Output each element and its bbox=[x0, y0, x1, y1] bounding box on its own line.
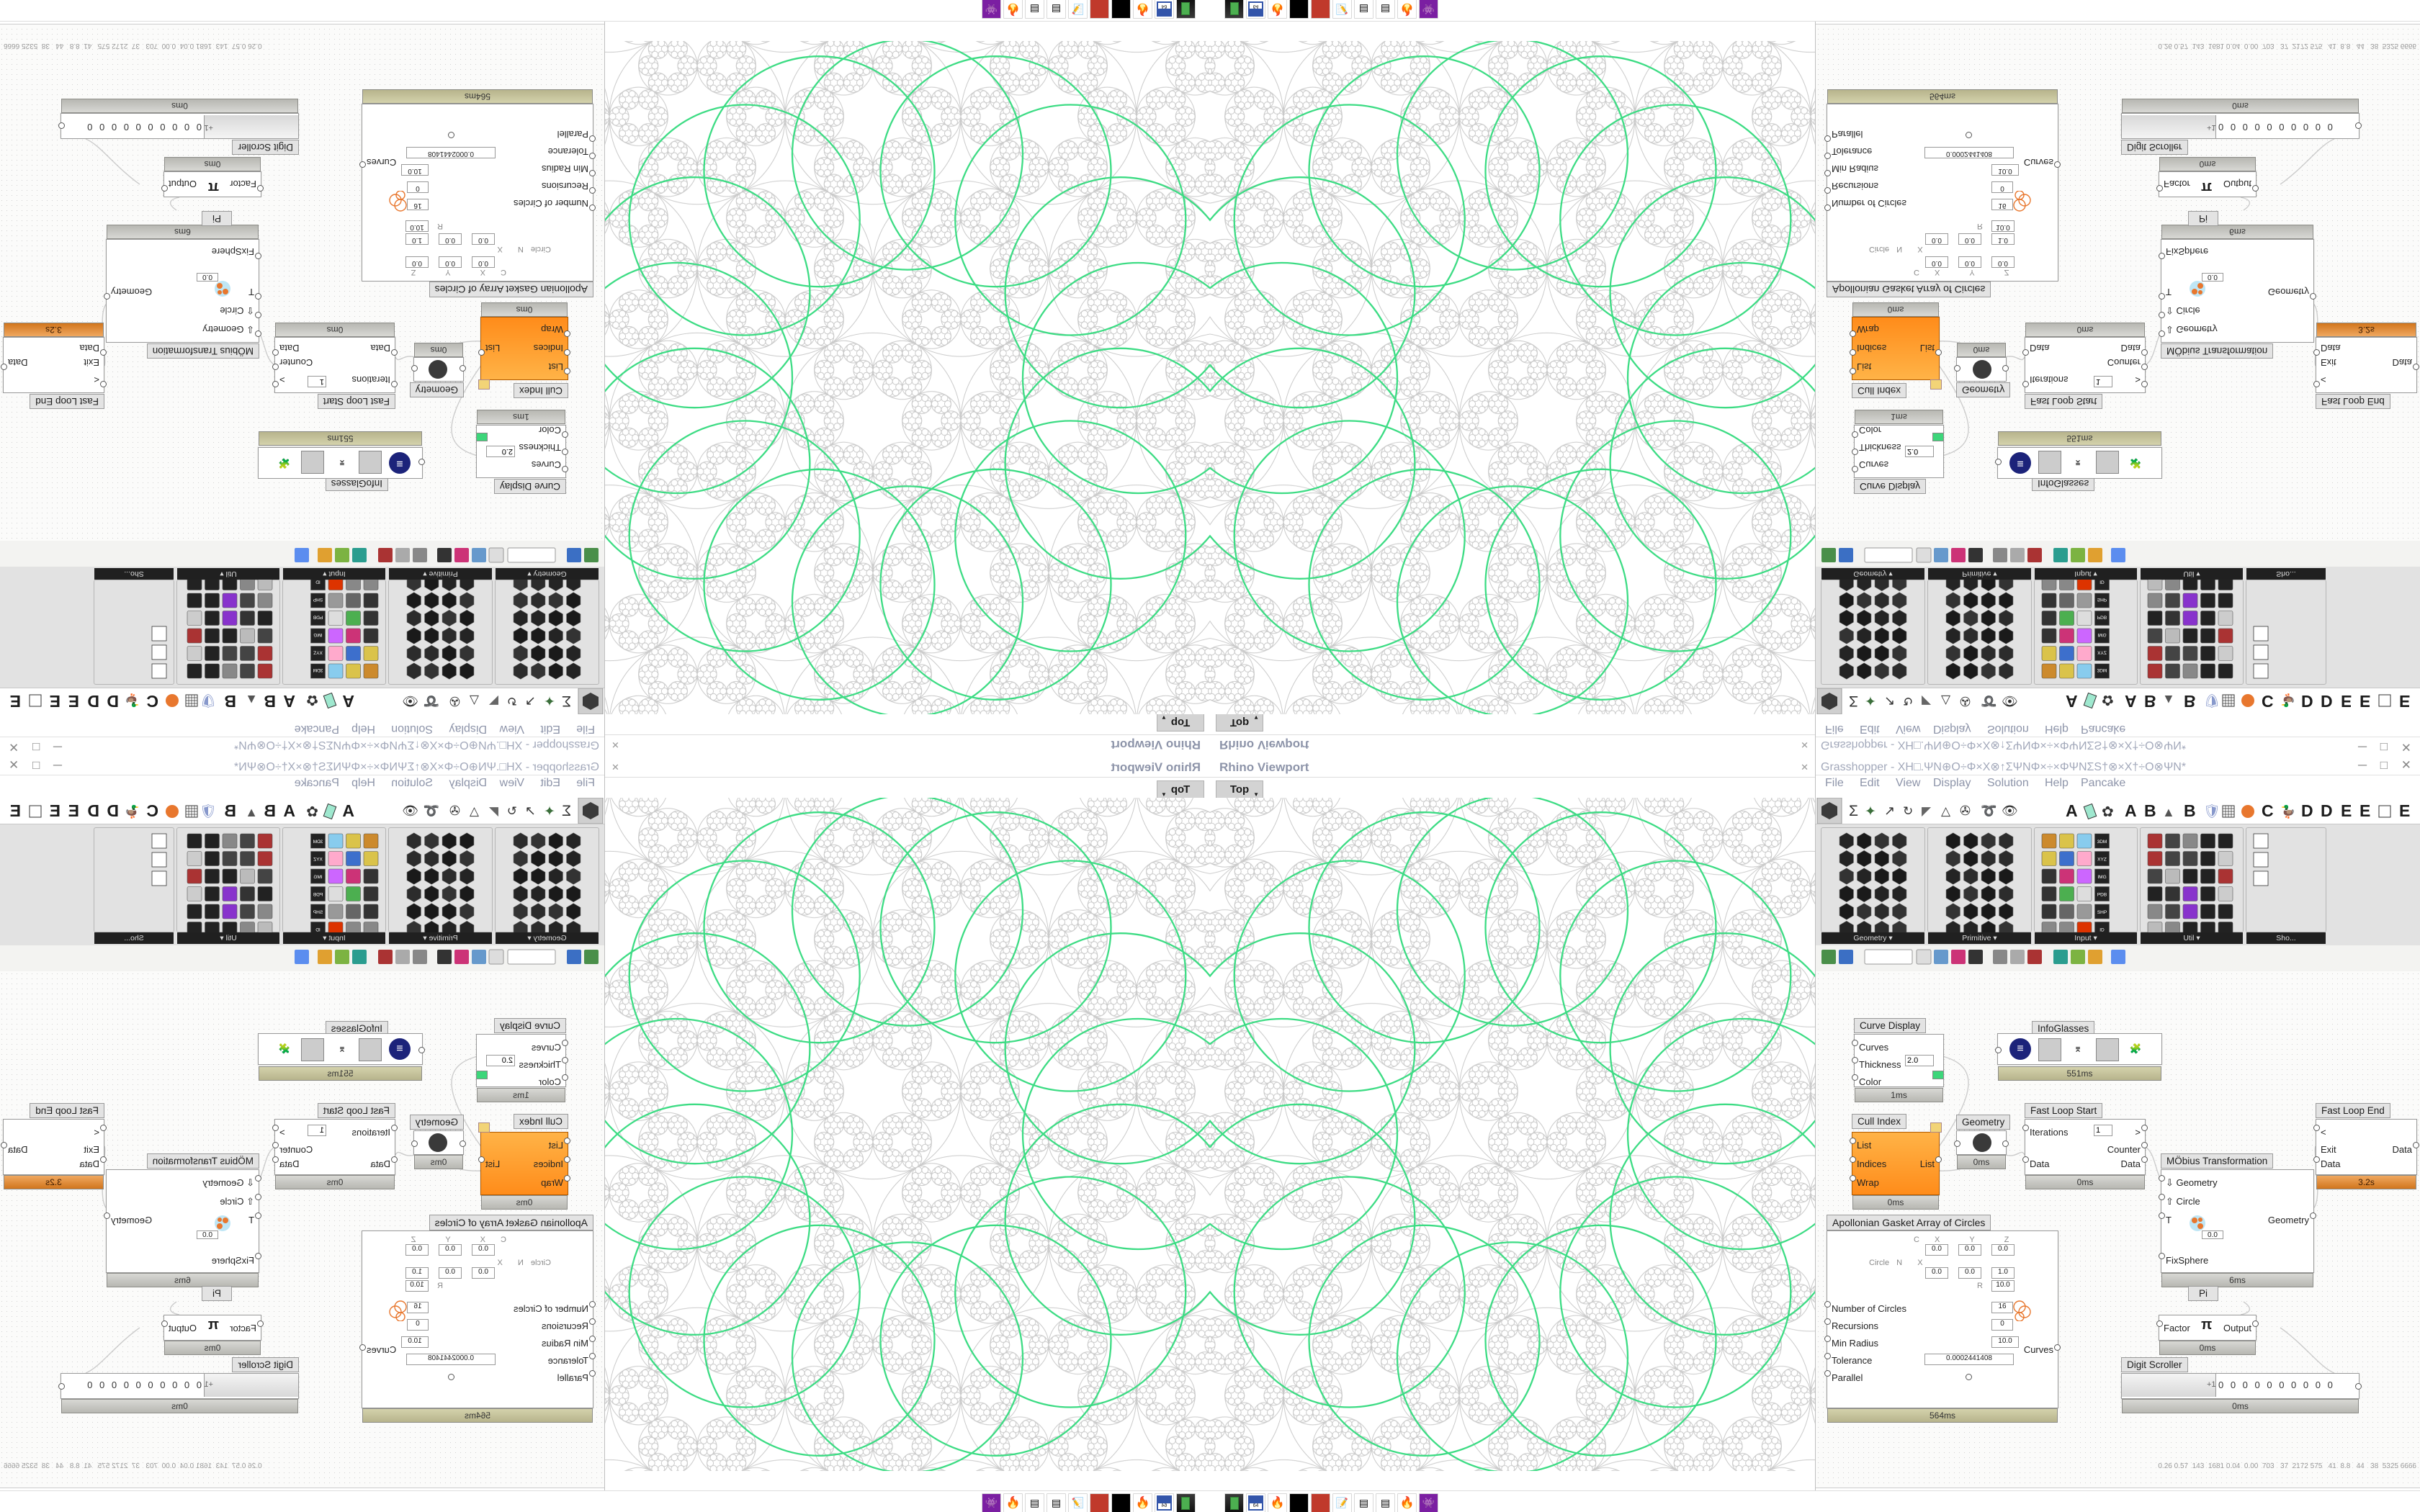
svg-text:✿: ✿ bbox=[2102, 804, 2114, 820]
svg-text:D: D bbox=[2301, 801, 2313, 820]
svg-text:👁: 👁 bbox=[2002, 804, 2018, 818]
svg-text:✦: ✦ bbox=[1865, 804, 1876, 819]
svg-text:C: C bbox=[2262, 801, 2274, 820]
svg-text:XYZ: XYZ bbox=[2097, 858, 2107, 863]
svg-text:E: E bbox=[2341, 801, 2352, 820]
svg-text:D: D bbox=[2321, 801, 2333, 820]
svg-text:E: E bbox=[2399, 801, 2410, 820]
svg-text:PDB: PDB bbox=[2097, 893, 2107, 898]
svg-text:3DM: 3DM bbox=[2097, 840, 2107, 845]
svg-text:B: B bbox=[2184, 801, 2196, 820]
svg-text:↻: ↻ bbox=[1903, 804, 1913, 818]
svg-text:🛡: 🛡 bbox=[2203, 804, 2220, 819]
svg-text:A: A bbox=[2125, 801, 2137, 820]
svg-text:△: △ bbox=[1941, 804, 1951, 818]
svg-text:✇: ✇ bbox=[1960, 804, 1971, 818]
svg-text:🦆: 🦆 bbox=[2280, 804, 2295, 819]
svg-text:E: E bbox=[2360, 801, 2370, 820]
svg-text:B: B bbox=[2144, 801, 2156, 820]
svg-text:▲: ▲ bbox=[2162, 805, 2175, 819]
svg-text:A: A bbox=[2066, 801, 2078, 820]
svg-text:◤: ◤ bbox=[1922, 804, 1932, 818]
svg-text:SHP: SHP bbox=[2097, 910, 2107, 915]
svg-text:IMG: IMG bbox=[2097, 875, 2106, 880]
svg-text:➰: ➰ bbox=[1981, 804, 1996, 818]
svg-text:Σ: Σ bbox=[1849, 803, 1858, 819]
svg-text:↗: ↗ bbox=[1884, 804, 1895, 818]
